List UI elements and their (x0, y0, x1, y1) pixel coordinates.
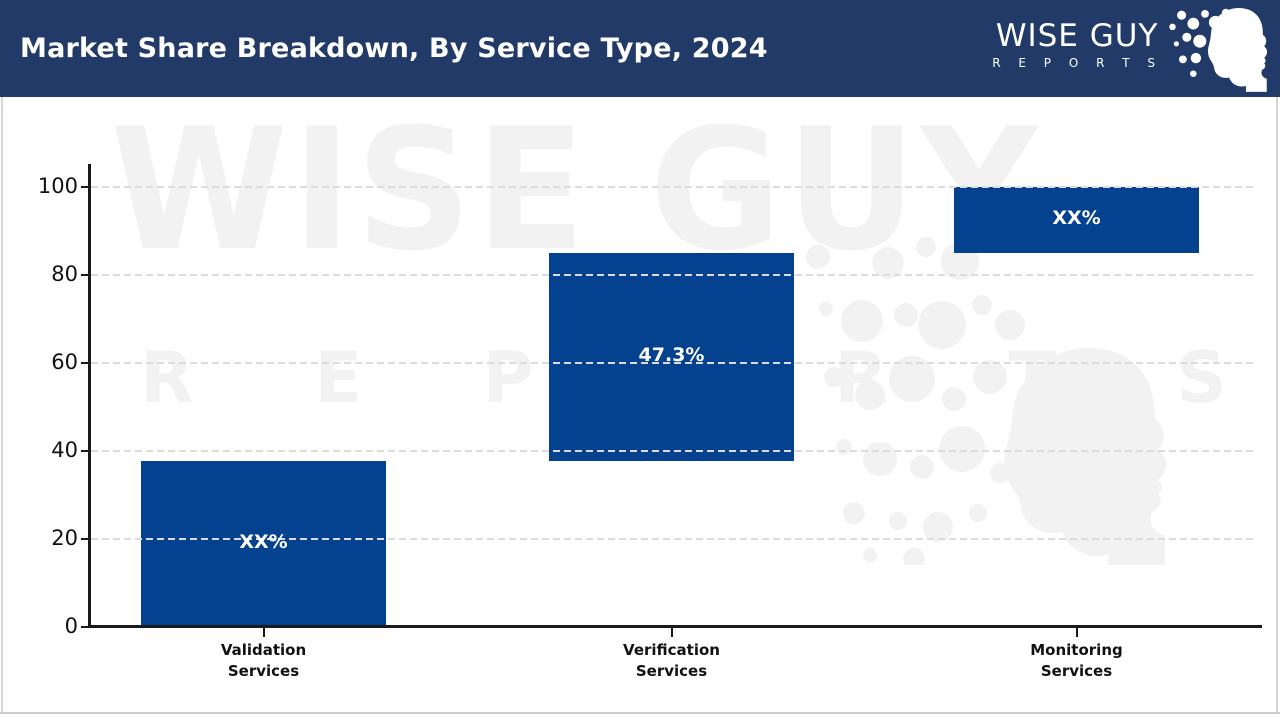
y-tick-label: 0 (64, 614, 78, 638)
category-label-line: Services (635, 662, 708, 680)
y-axis-line (88, 164, 91, 628)
category-label-line: Services (227, 662, 300, 680)
gridline (91, 362, 1256, 364)
y-tick-mark (81, 274, 89, 276)
y-tick-label: 80 (51, 262, 78, 286)
y-tick-mark (81, 450, 89, 452)
plot-area: WISE GUY R E P O R T S XX%47.3%XX% 02040… (0, 92, 1280, 713)
gridline (91, 274, 1256, 276)
category-label: Validation Services (154, 640, 374, 682)
logo-subtitle: R E P O R T S (992, 56, 1162, 70)
watermark-head-dots-icon (806, 232, 1166, 565)
y-tick-mark (81, 538, 89, 540)
bar-value-label: XX% (1052, 207, 1101, 229)
y-tick-label: 20 (51, 526, 78, 550)
card-border-right (1276, 97, 1278, 713)
category-label-line: Services (1040, 662, 1113, 680)
head-dots-icon (1169, 8, 1268, 92)
x-tick-mark (262, 628, 265, 637)
category-label-line: Verification (623, 641, 720, 659)
bar-segment (954, 187, 1199, 253)
wiseguy-logo: WISE GUY R E P O R T S (992, 4, 1270, 94)
logo-text: WISE GUY R E P O R T S (992, 18, 1162, 70)
gridline (91, 186, 1256, 188)
y-tick-mark (81, 626, 89, 628)
y-tick-label: 40 (51, 438, 78, 462)
bar-segment (549, 253, 794, 462)
card-border-left (1, 97, 3, 713)
logo-name: WISE GUY (995, 18, 1159, 54)
y-tick-mark (81, 186, 89, 188)
x-tick-mark (1075, 628, 1078, 637)
y-tick-label: 100 (37, 174, 78, 198)
gridline (91, 450, 1256, 452)
y-tick-mark (81, 362, 89, 364)
category-label: Monitoring Services (967, 640, 1187, 682)
gridline (91, 538, 1256, 540)
bar-value-label: 47.3% (638, 344, 705, 367)
bar-value-label: XX% (239, 531, 288, 554)
x-tick-mark (670, 628, 673, 637)
card-border-bottom (0, 712, 1280, 714)
header-band: Market Share Breakdown, By Service Type,… (0, 0, 1280, 97)
category-label-line: Monitoring (1030, 641, 1123, 659)
bar-segment (141, 461, 386, 627)
x-axis-line (88, 625, 1262, 628)
y-tick-label: 60 (51, 350, 78, 374)
chart-title: Market Share Breakdown, By Service Type,… (20, 33, 768, 64)
category-label: Verification Services (562, 640, 782, 682)
category-label-line: Validation (220, 641, 307, 659)
